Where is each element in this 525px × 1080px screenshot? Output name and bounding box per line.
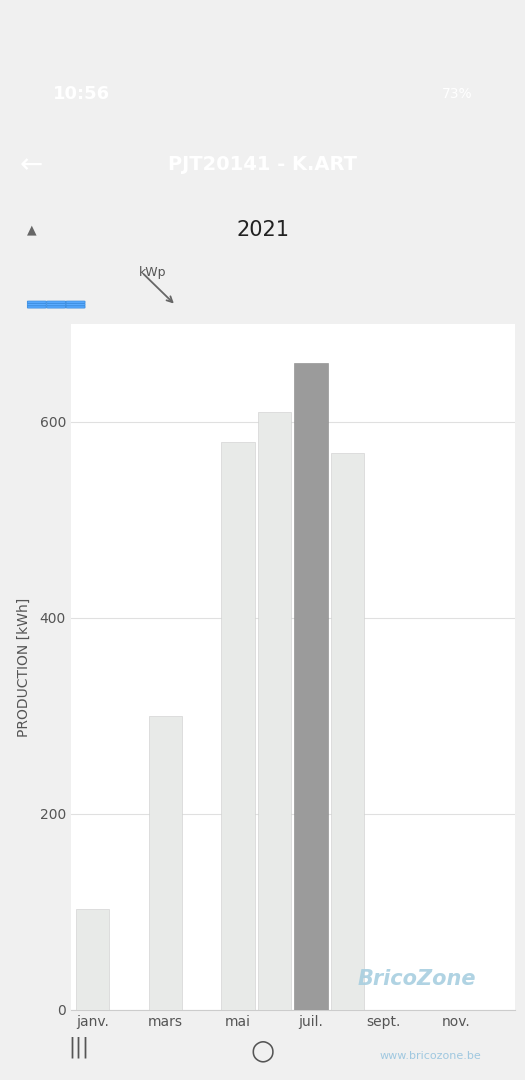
Bar [76, 909, 109, 1010]
FancyBboxPatch shape [27, 301, 46, 303]
FancyBboxPatch shape [47, 303, 66, 306]
Text: 2021: 2021 [236, 219, 289, 240]
Text: www.bricozone.be: www.bricozone.be [380, 1051, 481, 1062]
FancyBboxPatch shape [27, 306, 46, 308]
FancyBboxPatch shape [66, 303, 85, 306]
FancyBboxPatch shape [66, 301, 85, 303]
FancyBboxPatch shape [47, 301, 66, 303]
Bar [149, 716, 182, 1010]
FancyBboxPatch shape [47, 306, 66, 308]
Bar [258, 413, 291, 1010]
Bar [222, 442, 255, 1010]
Text: BricoZone: BricoZone [358, 969, 476, 989]
Y-axis label: PRODUCTION [kWh]: PRODUCTION [kWh] [17, 597, 31, 737]
FancyBboxPatch shape [66, 306, 85, 308]
Text: ▲: ▲ [27, 222, 36, 237]
Text: ○: ○ [250, 1037, 275, 1064]
FancyBboxPatch shape [27, 303, 46, 306]
Text: 73%: 73% [442, 87, 473, 100]
Text: 10:56: 10:56 [52, 85, 110, 103]
Text: ←: ← [20, 151, 43, 178]
Bar [331, 454, 364, 1010]
Text: |||: ||| [68, 1037, 89, 1058]
Text: PJT20141 - K.ART: PJT20141 - K.ART [168, 156, 357, 174]
Text: kWp: kWp [139, 266, 166, 279]
Bar [294, 363, 328, 1010]
